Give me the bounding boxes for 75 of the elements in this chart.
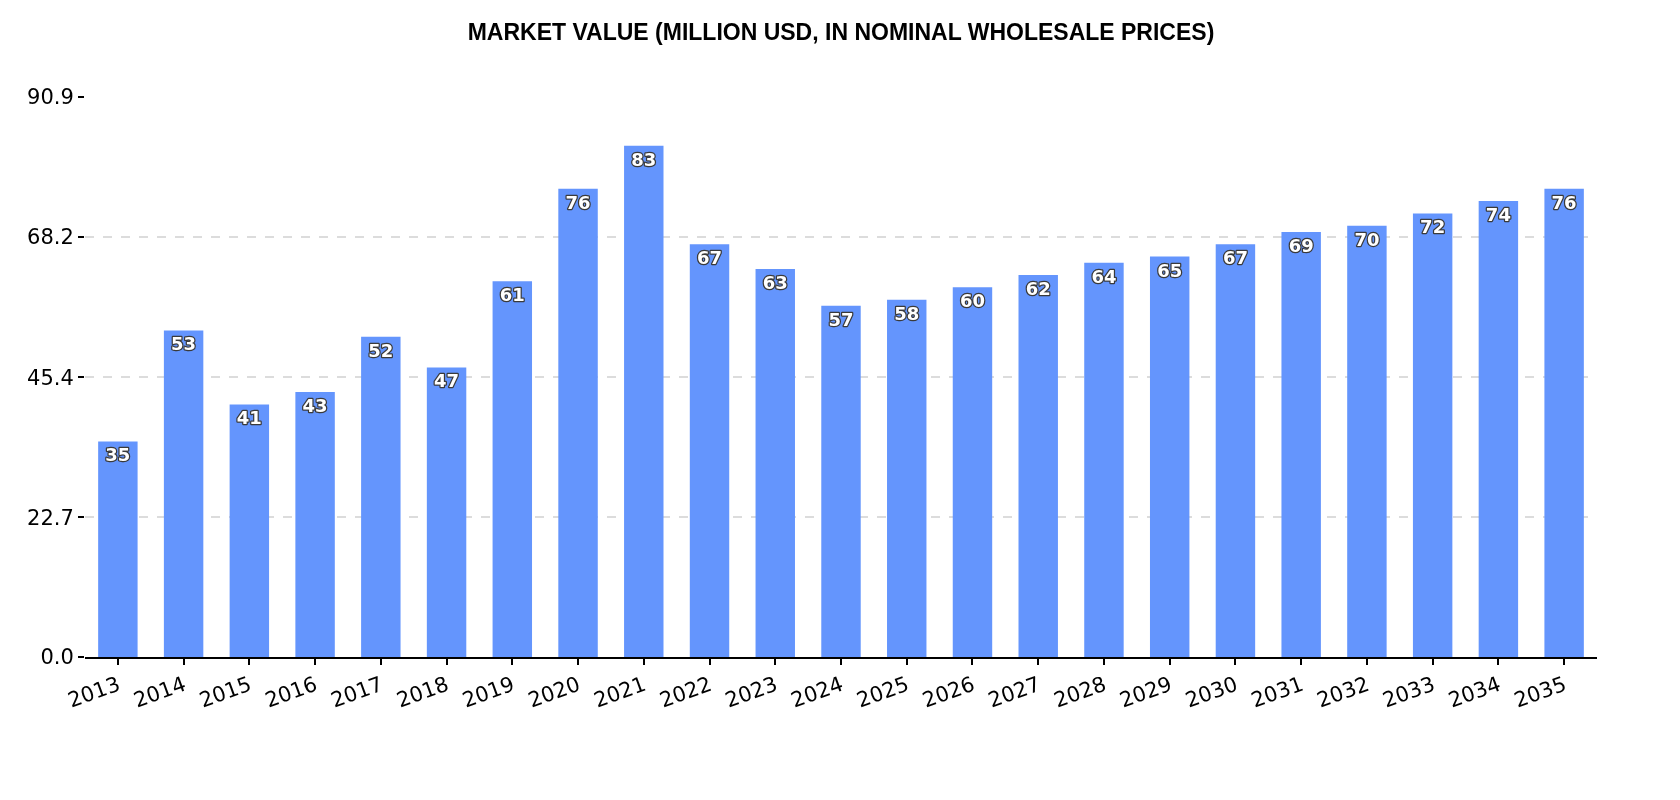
bar [1347,225,1387,657]
bar [558,188,598,657]
data-label: 67 [696,247,723,269]
bar [952,287,993,657]
data-label: 62 [1025,278,1051,300]
y-tick-label: 0.0 [40,645,74,670]
y-tick-label: 45.4 [27,365,74,390]
data-label: 53 [171,333,197,355]
bar [1478,201,1519,657]
y-tick-label: 22.7 [27,505,74,530]
bar [295,392,335,657]
data-label: 74 [1485,204,1511,226]
bar [624,145,664,657]
bar [492,281,533,657]
data-label: 43 [302,395,328,417]
x-tick-label: 2034 [1445,671,1504,713]
x-tick-label: 2033 [1379,671,1438,713]
data-label: 64 [1091,265,1117,287]
x-tick-label: 2028 [1050,671,1110,713]
x-tick-label: 2035 [1510,671,1570,713]
data-label: 52 [368,339,394,361]
x-tick-label: 2024 [787,671,847,713]
data-label: 35 [105,444,131,466]
bar [98,441,138,657]
y-tick-label: 68.2 [27,225,74,250]
bar [426,367,467,657]
x-tick-label: 2017 [327,671,387,713]
x-tick-label: 2025 [853,671,913,713]
x-tick-label: 2031 [1248,671,1307,713]
data-label: 69 [1288,234,1314,256]
data-label: 65 [1157,259,1183,281]
bar [229,404,270,657]
bar [1412,213,1453,657]
x-tick-label: 2014 [130,671,189,713]
data-label: 67 [1222,247,1248,269]
data-label: 72 [1420,216,1446,238]
bar [887,299,927,657]
bar [1281,231,1321,657]
x-tick-label: 2030 [1182,671,1241,713]
bar [1149,256,1190,657]
x-tick-label: 2016 [261,671,321,713]
x-tick-label: 2019 [459,671,518,713]
x-tick-label: 2023 [722,671,781,713]
data-label: 70 [1354,228,1380,250]
data-label: 83 [631,148,657,170]
bar [821,305,861,657]
bar [755,268,795,657]
x-tick-label: 2018 [393,671,452,713]
x-tick-label: 2015 [196,671,255,713]
x-tick-label: 2020 [524,671,584,713]
data-label: 60 [959,290,986,312]
bar [361,336,401,657]
data-label: 76 [565,191,591,213]
data-label: 76 [1551,191,1577,213]
bar [163,330,204,657]
x-tick-label: 2029 [1116,671,1175,713]
y-tick-label: 90.9 [27,85,74,110]
data-label: 61 [499,284,525,306]
data-label: 58 [894,302,920,324]
x-tick-label: 2022 [656,671,715,713]
data-label: 63 [762,271,788,293]
bar [1084,262,1124,657]
chart-title: MARKET VALUE (MILLION USD, IN NOMINAL WHOLESALE PRICES) [467,19,1215,46]
bar [1018,275,1058,657]
data-label: 57 [828,308,854,330]
x-tick-label: 2027 [985,671,1044,713]
x-tick-label: 2026 [919,671,978,713]
bar [689,244,730,657]
x-tick-label: 2032 [1313,671,1373,713]
data-label: 41 [236,407,262,429]
bar [1544,188,1584,657]
bar [1215,244,1256,657]
x-tick-label: 2013 [64,671,124,713]
data-label: 47 [434,370,460,392]
x-tick-label: 2021 [590,671,650,713]
